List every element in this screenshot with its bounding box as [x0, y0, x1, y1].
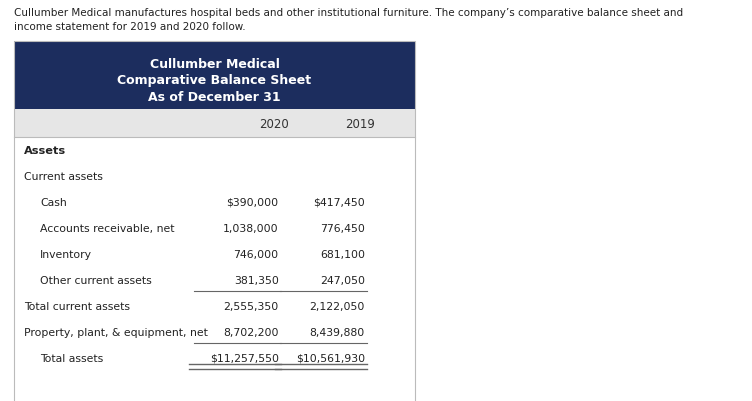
Text: 2,122,050: 2,122,050 — [310, 301, 365, 311]
Text: Cullumber Medical: Cullumber Medical — [150, 58, 280, 71]
Text: Property, plant, & equipment, net: Property, plant, & equipment, net — [24, 327, 208, 337]
Text: 681,100: 681,100 — [320, 249, 365, 259]
Text: Accounts receivable, net: Accounts receivable, net — [40, 223, 174, 233]
Text: Cullumber Medical manufactures hospital beds and other institutional furniture. : Cullumber Medical manufactures hospital … — [14, 8, 683, 18]
Text: Cash: Cash — [40, 198, 67, 207]
Text: 776,450: 776,450 — [320, 223, 365, 233]
Text: Comparative Balance Sheet: Comparative Balance Sheet — [117, 74, 311, 87]
Text: $11,257,550: $11,257,550 — [210, 353, 279, 363]
Text: Other current assets: Other current assets — [40, 275, 152, 285]
Text: 8,439,880: 8,439,880 — [310, 327, 365, 337]
Text: 2,555,350: 2,555,350 — [223, 301, 279, 311]
Bar — [14, 138, 415, 401]
Bar — [14, 42, 415, 110]
Text: Current assets: Current assets — [24, 172, 103, 182]
Text: As of December 31: As of December 31 — [148, 91, 280, 104]
Text: 2020: 2020 — [259, 117, 289, 130]
Bar — [14, 110, 415, 138]
Text: 381,350: 381,350 — [234, 275, 279, 285]
Text: Inventory: Inventory — [40, 249, 92, 259]
Text: income statement for 2019 and 2020 follow.: income statement for 2019 and 2020 follo… — [14, 22, 246, 32]
Text: 2019: 2019 — [345, 117, 374, 130]
Text: 247,050: 247,050 — [320, 275, 365, 285]
Text: Total current assets: Total current assets — [24, 301, 130, 311]
Text: $417,450: $417,450 — [313, 198, 365, 207]
Text: 8,702,200: 8,702,200 — [223, 327, 279, 337]
Text: Total assets: Total assets — [40, 353, 103, 363]
Text: 746,000: 746,000 — [234, 249, 279, 259]
Text: Assets: Assets — [24, 146, 66, 156]
Bar — [14, 42, 415, 401]
Text: $390,000: $390,000 — [226, 198, 279, 207]
Text: 1,038,000: 1,038,000 — [223, 223, 279, 233]
Text: $10,561,930: $10,561,930 — [296, 353, 365, 363]
